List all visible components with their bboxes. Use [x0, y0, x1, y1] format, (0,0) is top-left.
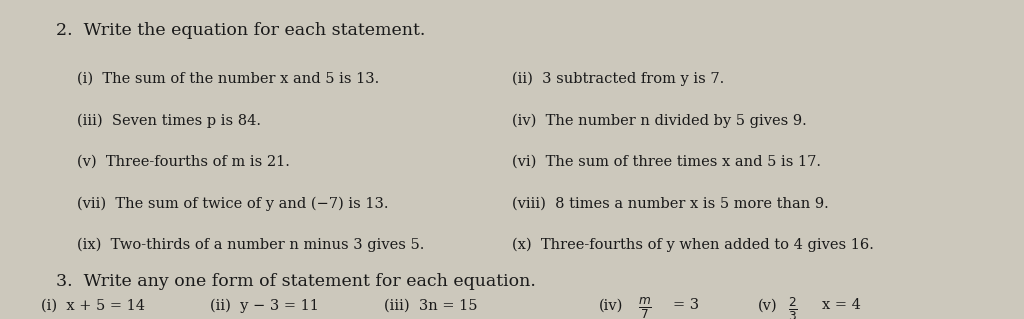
Text: (vi)  The sum of three times x and 5 is 17.: (vi) The sum of three times x and 5 is 1… — [512, 155, 821, 169]
Text: $\frac{2}{3}$: $\frac{2}{3}$ — [788, 295, 799, 319]
Text: (iii)  3n = 15: (iii) 3n = 15 — [384, 298, 477, 312]
Text: (i)  The sum of the number x and 5 is 13.: (i) The sum of the number x and 5 is 13. — [77, 72, 379, 86]
Text: (v): (v) — [758, 298, 777, 312]
Text: 3.  Write any one form of statement for each equation.: 3. Write any one form of statement for e… — [56, 273, 537, 290]
Text: (v)  Three-fourths of m is 21.: (v) Three-fourths of m is 21. — [77, 155, 290, 169]
Text: (i)  x + 5 = 14: (i) x + 5 = 14 — [41, 298, 145, 312]
Text: $\frac{m}{7}$: $\frac{m}{7}$ — [638, 295, 652, 319]
Text: (x)  Three-fourths of y when added to 4 gives 16.: (x) Three-fourths of y when added to 4 g… — [512, 238, 873, 252]
Text: = 3: = 3 — [673, 298, 699, 312]
Text: (ii)  3 subtracted from y is 7.: (ii) 3 subtracted from y is 7. — [512, 72, 724, 86]
Text: (ix)  Two-thirds of a number n minus 3 gives 5.: (ix) Two-thirds of a number n minus 3 gi… — [77, 238, 424, 252]
Text: (iv)  The number n divided by 5 gives 9.: (iv) The number n divided by 5 gives 9. — [512, 113, 807, 128]
Text: (iv): (iv) — [599, 298, 624, 312]
Text: (ii)  y − 3 = 11: (ii) y − 3 = 11 — [210, 298, 318, 313]
Text: x = 4: x = 4 — [822, 298, 861, 312]
Text: (iii)  Seven times p is 84.: (iii) Seven times p is 84. — [77, 113, 261, 128]
Text: (vii)  The sum of twice of y and (−7) is 13.: (vii) The sum of twice of y and (−7) is … — [77, 196, 388, 211]
Text: 2.  Write the equation for each statement.: 2. Write the equation for each statement… — [56, 22, 426, 39]
Text: (viii)  8 times a number x is 5 more than 9.: (viii) 8 times a number x is 5 more than… — [512, 196, 828, 210]
